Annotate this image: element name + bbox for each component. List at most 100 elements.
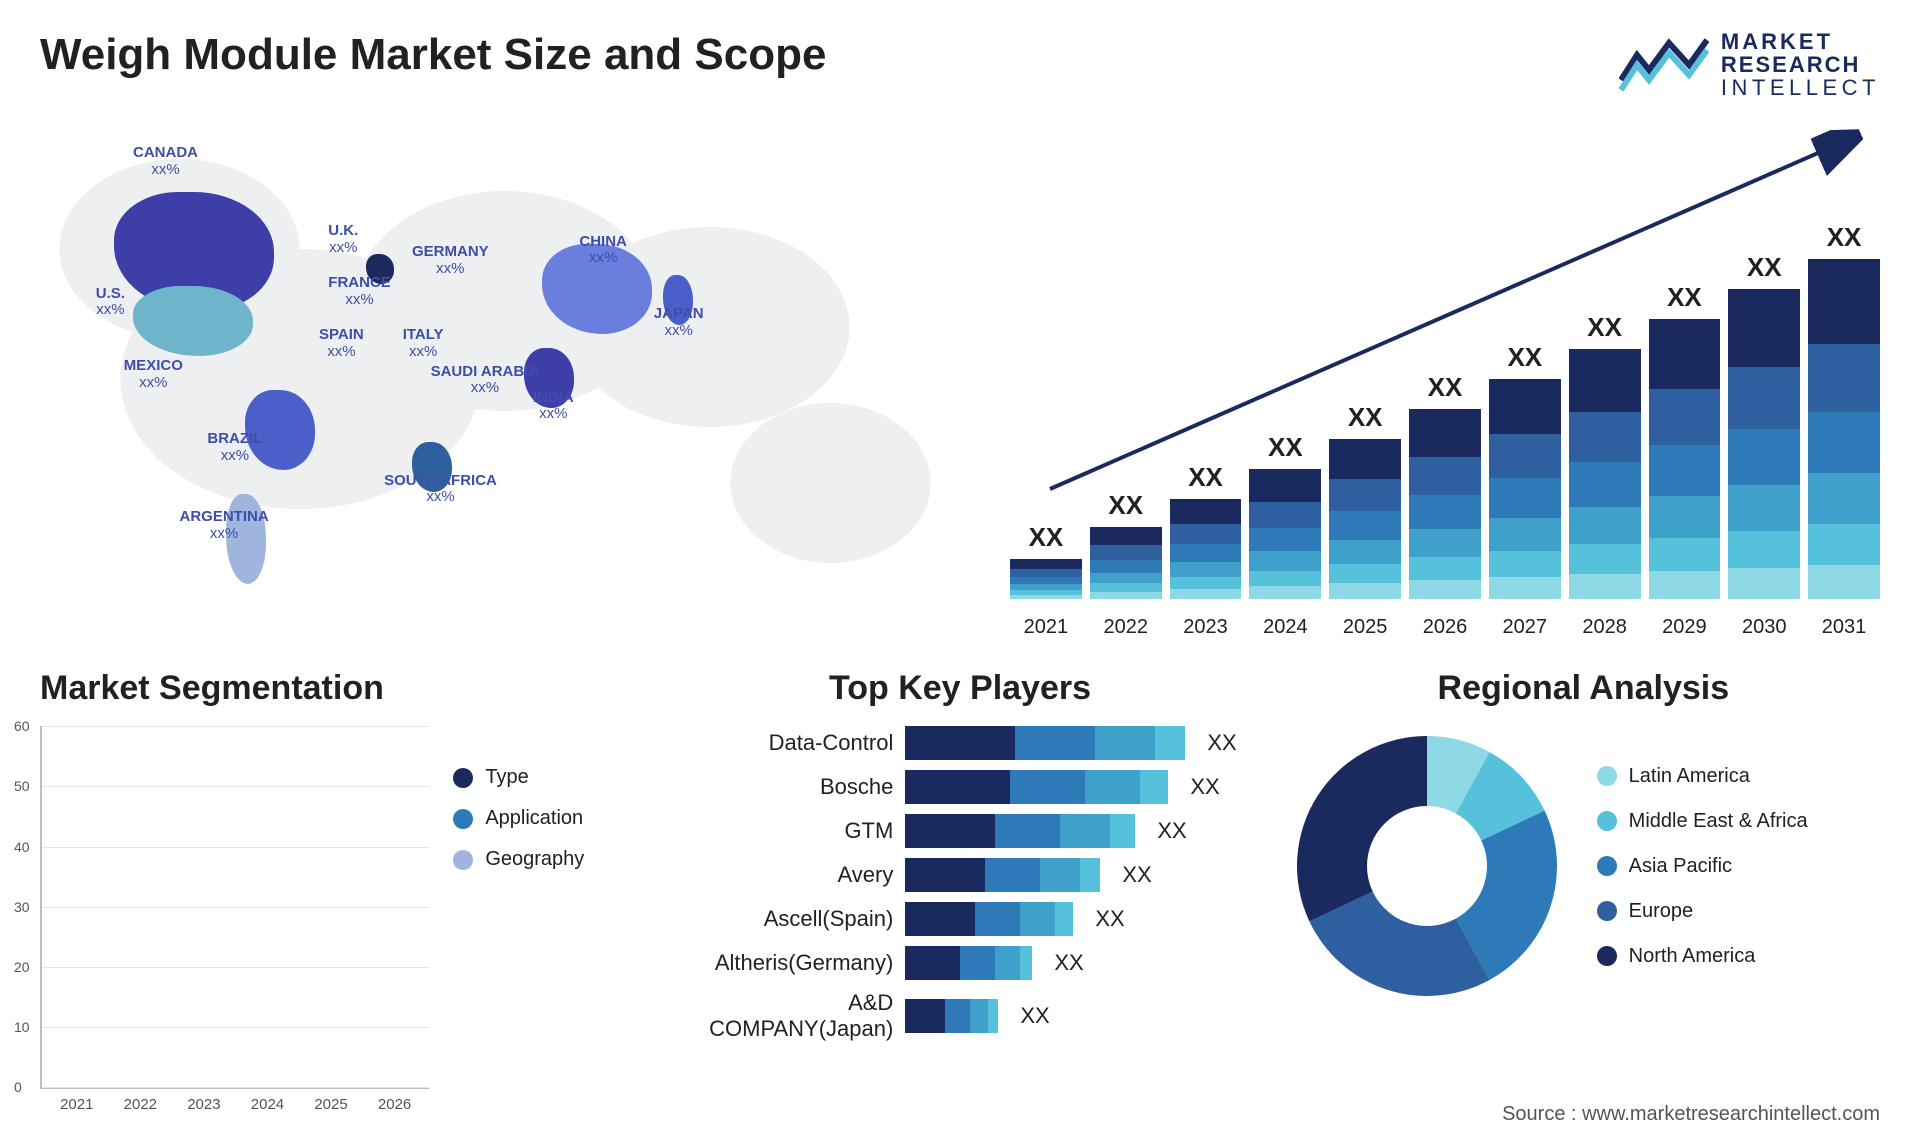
player-row: Data-Control XX bbox=[663, 726, 1256, 760]
map-country-label: SOUTH AFRICAxx% bbox=[384, 473, 497, 506]
forecast-value-label: XX bbox=[1108, 490, 1143, 521]
players-chart: Data-Control XX Bosche XX GTM XX Avery XX Ascell… bbox=[663, 726, 1256, 1089]
seg-legend-item: Geography bbox=[453, 848, 633, 871]
forecast-bar: XX bbox=[1728, 252, 1800, 599]
map-country-label: ARGENTINAxx% bbox=[180, 509, 269, 542]
player-row: Altheris(Germany)XX bbox=[663, 946, 1256, 980]
player-bar bbox=[905, 814, 1135, 848]
forecast-bar: XX bbox=[1569, 312, 1641, 599]
map-country-label: JAPANxx% bbox=[654, 306, 704, 339]
forecast-bar: XX bbox=[1249, 432, 1321, 599]
player-name: Bosche bbox=[663, 774, 893, 800]
player-bar bbox=[905, 902, 1073, 936]
regional-donut bbox=[1287, 726, 1567, 1006]
forecast-value-label: XX bbox=[1268, 432, 1303, 463]
map-country-label: ITALYxx% bbox=[403, 327, 444, 360]
forecast-year-label: 2022 bbox=[1090, 616, 1162, 639]
forecast-bar: XX bbox=[1808, 222, 1880, 599]
forecast-year-label: 2031 bbox=[1808, 616, 1880, 639]
forecast-bar: XX bbox=[1409, 372, 1481, 599]
forecast-value-label: XX bbox=[1348, 402, 1383, 433]
player-row: Ascell(Spain)XX bbox=[663, 902, 1256, 936]
forecast-bar: XX bbox=[1010, 522, 1082, 599]
seg-year-label: 2024 bbox=[241, 1096, 295, 1113]
forecast-bar: XX bbox=[1329, 402, 1401, 599]
player-bar bbox=[905, 946, 1032, 980]
map-country-label: U.K.xx% bbox=[328, 223, 358, 256]
player-value-label: XX bbox=[1020, 1003, 1049, 1029]
forecast-year-label: 2030 bbox=[1728, 616, 1800, 639]
forecast-value-label: XX bbox=[1747, 252, 1782, 283]
brand-logo: MARKET RESEARCH INTELLECT bbox=[1619, 30, 1880, 99]
forecast-value-label: XX bbox=[1507, 342, 1542, 373]
forecast-year-label: 2029 bbox=[1649, 616, 1721, 639]
seg-year-label: 2026 bbox=[368, 1096, 422, 1113]
seg-ytick: 40 bbox=[14, 839, 30, 855]
player-value-label: XX bbox=[1122, 862, 1151, 888]
logo-mark-icon bbox=[1619, 35, 1709, 95]
map-country-label: SPAINxx% bbox=[319, 327, 364, 360]
forecast-year-label: 2026 bbox=[1409, 616, 1481, 639]
player-row: Bosche XX bbox=[663, 770, 1256, 804]
player-name: Data-Control bbox=[663, 730, 893, 756]
map-country-label: CANADAxx% bbox=[133, 145, 198, 178]
player-value-label: XX bbox=[1157, 818, 1186, 844]
segmentation-panel: Market Segmentation 20212022202320242025… bbox=[40, 669, 633, 1089]
logo-line1: MARKET bbox=[1721, 30, 1880, 53]
player-bar bbox=[905, 999, 998, 1033]
players-title: Top Key Players bbox=[663, 669, 1256, 708]
forecast-year-label: 2021 bbox=[1010, 616, 1082, 639]
seg-legend-item: Application bbox=[453, 807, 633, 830]
player-name: Altheris(Germany) bbox=[663, 950, 893, 976]
forecast-value-label: XX bbox=[1827, 222, 1862, 253]
source-label: Source : www.marketresearchintellect.com bbox=[1502, 1103, 1880, 1126]
seg-year-label: 2022 bbox=[114, 1096, 168, 1113]
map-country-label: U.S.xx% bbox=[96, 286, 125, 319]
seg-legend-item: Type bbox=[453, 766, 633, 789]
regional-legend-item: Latin America bbox=[1597, 765, 1808, 788]
segmentation-chart: 202120222023202420252026 0102030405060 bbox=[40, 726, 429, 1089]
forecast-value-label: XX bbox=[1188, 462, 1223, 493]
map-country-label: GERMANYxx% bbox=[412, 244, 489, 277]
player-value-label: XX bbox=[1190, 774, 1219, 800]
forecast-bar: XX bbox=[1489, 342, 1561, 599]
seg-ytick: 10 bbox=[14, 1019, 30, 1035]
player-name: Ascell(Spain) bbox=[663, 906, 893, 932]
map-country-label: BRAZILxx% bbox=[207, 431, 262, 464]
player-row: GTM XX bbox=[663, 814, 1256, 848]
forecast-bar: XX bbox=[1090, 490, 1162, 599]
page-title: Weigh Module Market Size and Scope bbox=[40, 30, 826, 80]
regional-title: Regional Analysis bbox=[1287, 669, 1880, 708]
seg-year-label: 2021 bbox=[50, 1096, 104, 1113]
players-panel: Top Key Players Data-ControlXXBoscheXXGT… bbox=[663, 669, 1256, 1089]
player-row: A&D COMPANY(Japan) XX bbox=[663, 990, 1256, 1042]
forecast-chart: XXXXXXXXXXXXXXXXXXXXXX 20212022202320242… bbox=[1010, 119, 1880, 639]
regional-legend: Latin America Middle East & Africa Asia Pa… bbox=[1597, 765, 1808, 968]
regional-legend-item: Middle East & Africa bbox=[1597, 810, 1808, 833]
seg-ytick: 20 bbox=[14, 959, 30, 975]
player-name: A&D COMPANY(Japan) bbox=[663, 990, 893, 1042]
map-country-label: FRANCExx% bbox=[328, 275, 391, 308]
forecast-year-label: 2023 bbox=[1170, 616, 1242, 639]
player-value-label: XX bbox=[1207, 730, 1236, 756]
player-name: Avery bbox=[663, 862, 893, 888]
forecast-year-label: 2028 bbox=[1569, 616, 1641, 639]
forecast-value-label: XX bbox=[1029, 522, 1064, 553]
player-bar bbox=[905, 770, 1168, 804]
forecast-bar: XX bbox=[1170, 462, 1242, 599]
player-bar bbox=[905, 858, 1100, 892]
seg-year-label: 2023 bbox=[177, 1096, 231, 1113]
forecast-year-label: 2025 bbox=[1329, 616, 1401, 639]
player-name: GTM bbox=[663, 818, 893, 844]
regional-legend-item: Asia Pacific bbox=[1597, 855, 1808, 878]
forecast-value-label: XX bbox=[1667, 282, 1702, 313]
map-country-label: SAUDI ARABIAxx% bbox=[431, 364, 540, 397]
regional-legend-item: North America bbox=[1597, 945, 1808, 968]
seg-ytick: 50 bbox=[14, 778, 30, 794]
seg-ytick: 30 bbox=[14, 899, 30, 915]
map-country-label: MEXICOxx% bbox=[124, 358, 183, 391]
forecast-value-label: XX bbox=[1587, 312, 1622, 343]
player-row: Avery XX bbox=[663, 858, 1256, 892]
segmentation-title: Market Segmentation bbox=[40, 669, 633, 708]
map-country-label: INDIAxx% bbox=[533, 390, 574, 423]
